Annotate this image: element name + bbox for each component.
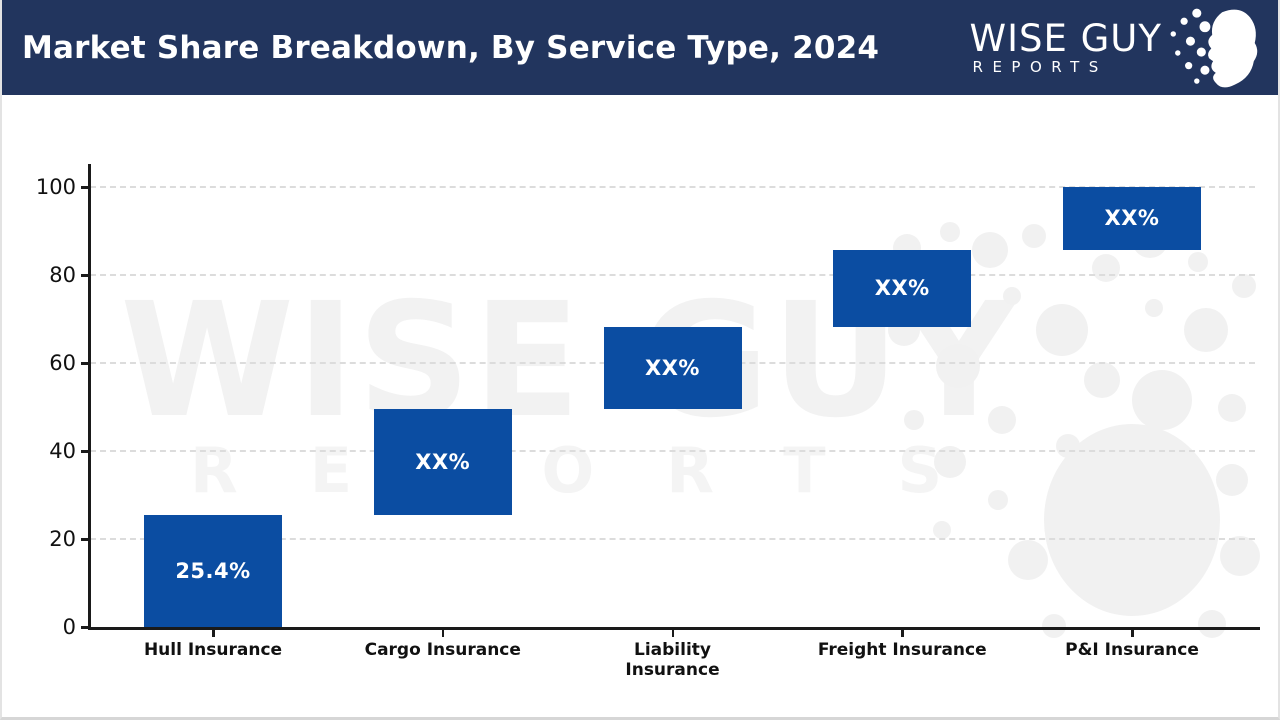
bar-value-label: XX% — [645, 356, 700, 381]
y-tick-mark-80 — [81, 274, 89, 277]
x-axis-label-5: P&I Insurance — [1065, 640, 1199, 660]
y-tick-label-40: 40 — [49, 439, 76, 463]
bar-value-label: 25.4% — [175, 559, 251, 584]
logo-wordmark: WISE GUY — [969, 17, 1162, 60]
y-tick-mark-60 — [81, 362, 89, 365]
bar-4: XX% — [833, 249, 972, 327]
y-tick-mark-20 — [81, 538, 89, 541]
bar-value-label: XX% — [415, 450, 471, 475]
y-tick-mark-100 — [81, 186, 89, 189]
y-tick-label-80: 80 — [49, 263, 76, 287]
y-tick-mark-0 — [81, 626, 89, 629]
bar-2: XX% — [373, 409, 512, 516]
x-axis-spine — [88, 627, 1260, 630]
y-tick-label-100: 100 — [35, 175, 76, 199]
bar-value-label: XX% — [874, 276, 930, 301]
logo-face-icon — [1170, 8, 1258, 87]
bar-3: XX% — [603, 326, 742, 410]
x-tick-mark-4 — [901, 629, 904, 637]
header: Market Share Breakdown, By Service Type,… — [2, 0, 1278, 95]
gridline-40 — [90, 450, 1255, 452]
y-tick-label-0: 0 — [62, 615, 76, 639]
x-tick-mark-5 — [1131, 629, 1134, 637]
bar-value-label: XX% — [1104, 206, 1160, 231]
y-tick-label-60: 60 — [49, 351, 76, 375]
bar-1: 25.4% — [144, 515, 282, 627]
y-axis-spine — [88, 164, 91, 629]
x-tick-mark-1 — [212, 629, 215, 637]
wise-guy-logo: WISE GUY REPORTS — [970, 5, 1264, 91]
x-tick-mark-2 — [441, 629, 445, 637]
logo-subtext: REPORTS — [972, 58, 1108, 76]
gridline-100 — [90, 186, 1255, 188]
chart-title: Market Share Breakdown, By Service Type,… — [22, 29, 880, 66]
watermark-subtext: REPORTS — [190, 434, 1015, 507]
bar-5: XX% — [1063, 187, 1201, 250]
y-tick-label-20: 20 — [49, 527, 76, 551]
gridline-20 — [90, 538, 1255, 540]
x-axis-label-4: Freight Insurance — [817, 640, 987, 660]
x-axis-label-2: Cargo Insurance — [364, 640, 521, 660]
gridline-80 — [90, 274, 1255, 276]
x-tick-mark-3 — [671, 629, 674, 637]
x-axis-label-3: Liability Insurance — [625, 640, 720, 680]
logo-text: WISE GUY REPORTS — [970, 20, 1162, 75]
x-axis-label-1: Hull Insurance — [143, 640, 283, 660]
y-tick-mark-40 — [81, 450, 89, 453]
